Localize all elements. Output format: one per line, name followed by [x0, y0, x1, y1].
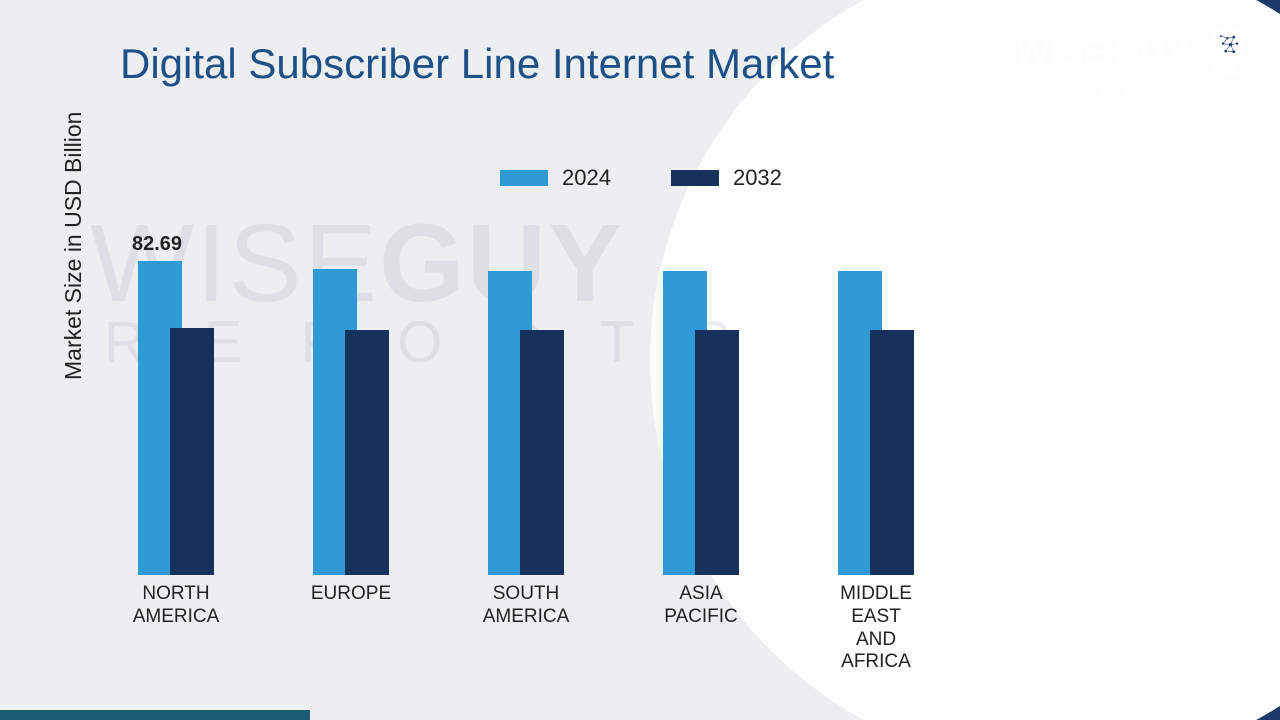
x-axis-category-label: SOUTHAMERICA	[466, 583, 586, 629]
legend-swatch-icon	[500, 170, 548, 186]
x-axis-category-label: NORTHAMERICA	[116, 583, 236, 629]
bar-2032	[870, 330, 914, 575]
logo-text-bold: GUY	[1113, 34, 1190, 73]
legend-item-2032: 2032	[671, 165, 782, 191]
brand-logo: WISEGUY REPORTS	[1016, 22, 1250, 101]
legend-label: 2024	[562, 165, 611, 191]
logo-text-thin: WISE	[1016, 34, 1107, 73]
head-silhouette-icon	[1196, 22, 1250, 85]
legend-item-2024: 2024	[500, 165, 611, 191]
x-axis-category-label: MIDDLEEASTANDAFRICA	[816, 583, 936, 674]
legend-label: 2032	[733, 165, 782, 191]
legend: 2024 2032	[500, 165, 782, 191]
bar-2032	[520, 330, 564, 575]
logo-subtext: REPORTS	[1016, 83, 1250, 101]
x-axis-labels: NORTHAMERICA EUROPE SOUTHAMERICA ASIAPACIFI…	[100, 583, 930, 713]
plot-area	[100, 195, 930, 575]
legend-swatch-icon	[671, 170, 719, 186]
bar-2032	[345, 330, 389, 575]
footer-accent-bar	[0, 710, 310, 720]
y-axis-label: Market Size in USD Billion	[60, 112, 87, 380]
x-axis-category-label: ASIAPACIFIC	[641, 583, 761, 629]
x-axis-category-label: EUROPE	[291, 583, 411, 606]
bar-2032	[170, 328, 214, 575]
bar-2032	[695, 330, 739, 575]
chart-title: Digital Subscriber Line Internet Market	[120, 40, 840, 88]
